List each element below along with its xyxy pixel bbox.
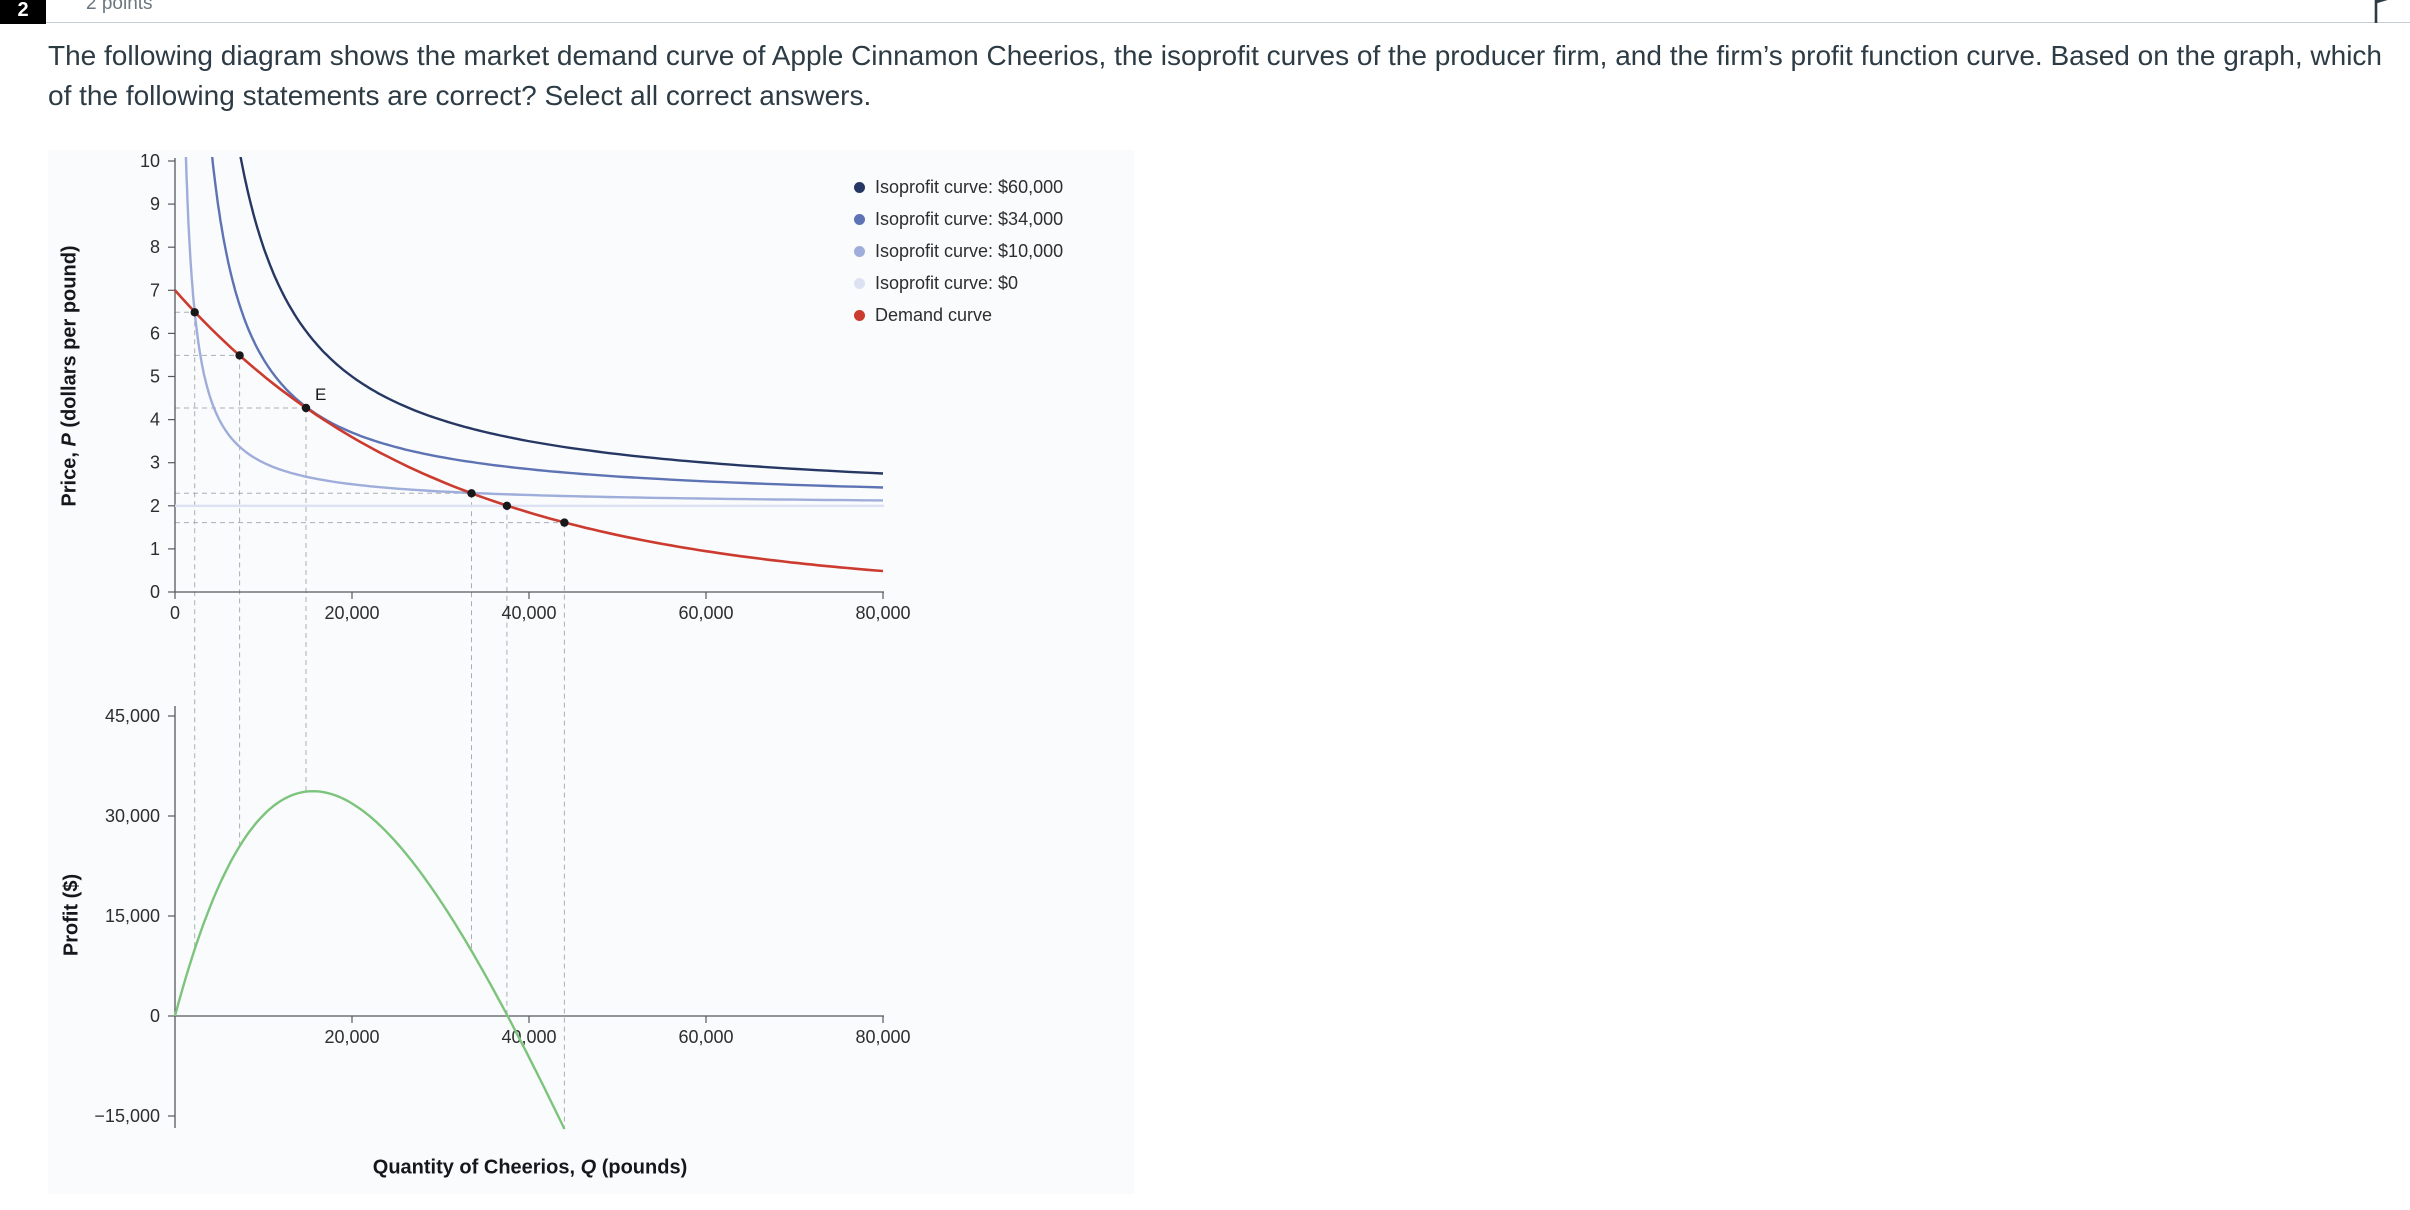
svg-text:0: 0: [150, 582, 160, 602]
axes: [174, 158, 884, 1128]
chart-canvas: 0 1 2 3 4 5 6 7 8 9 10 0 20,000 40,000 60,000 80,000 −15…: [94, 151, 911, 1130]
demand-curve: [174, 289, 884, 573]
legend-label: Demand curve: [875, 304, 993, 325]
svg-text:4: 4: [150, 410, 160, 430]
svg-text:20,000: 20,000: [324, 1027, 379, 1047]
svg-text:60,000: 60,000: [678, 1027, 733, 1047]
svg-text:7: 7: [150, 280, 160, 300]
chart-legend: Isoprofit curve: $60,000 Isoprofit curve…: [854, 176, 1063, 326]
svg-text:5: 5: [150, 367, 160, 387]
svg-text:−15,000: −15,000: [94, 1106, 160, 1126]
legend-dot-isoprofit-34000: [854, 213, 865, 225]
price-axis-title: Price, P (dollars per pound): [58, 245, 81, 507]
svg-text:3: 3: [150, 453, 160, 473]
legend-dot-isoprofit-60000: [854, 181, 865, 193]
legend-label: Isoprofit curve: $10,000: [875, 240, 1064, 261]
legend-item-isoprofit-0: Isoprofit curve: $0: [854, 272, 1063, 294]
isoprofit-curve-34000: [211, 157, 884, 489]
svg-text:0: 0: [150, 1006, 160, 1026]
profit-curve: [173, 789, 566, 1130]
point-label: E: [315, 385, 326, 404]
svg-text:6: 6: [150, 323, 160, 343]
demand-point: [467, 489, 476, 498]
legend-label: Isoprofit curve: $0: [875, 272, 1019, 293]
isoprofit-curve-10000: [184, 157, 884, 502]
tick-marks: [168, 160, 884, 1117]
legend-dot-demand-curve: [854, 309, 865, 321]
svg-text:80,000: 80,000: [855, 603, 910, 623]
tick-labels: 0 1 2 3 4 5 6 7 8 9 10 0 20,000 40,000 60,000 80,000 −15…: [94, 151, 910, 1126]
svg-text:10: 10: [140, 151, 160, 171]
svg-text:30,000: 30,000: [105, 806, 160, 826]
legend-dot-isoprofit-0: [854, 277, 865, 289]
svg-text:45,000: 45,000: [105, 706, 160, 726]
demand-point: [560, 518, 569, 527]
svg-text:1: 1: [150, 539, 160, 559]
demand-point: [235, 351, 244, 360]
legend-item-isoprofit-10000: Isoprofit curve: $10,000: [854, 240, 1063, 262]
price-panel-curves: [174, 157, 884, 573]
legend-label: Isoprofit curve: $60,000: [875, 176, 1064, 197]
guide-lines: [175, 311, 565, 1129]
svg-text:60,000: 60,000: [678, 603, 733, 623]
quantity-axis-title: Quantity of Cheerios, Q (pounds): [372, 1156, 688, 1179]
profit-axis-title: Profit ($): [60, 873, 83, 957]
legend-item-isoprofit-60000: Isoprofit curve: $60,000: [854, 176, 1063, 198]
demand-point: [190, 308, 199, 317]
flag-icon[interactable]: [2370, 0, 2396, 29]
question-number-badge: 2: [0, 0, 46, 24]
isoprofit-curve-60000: [239, 157, 884, 475]
demand-points: E: [190, 308, 569, 527]
svg-text:80,000: 80,000: [855, 1027, 910, 1047]
svg-text:2: 2: [150, 496, 160, 516]
svg-text:8: 8: [150, 237, 160, 257]
economics-figure: 0 1 2 3 4 5 6 7 8 9 10 0 20,000 40,000 60,000 80,000 −15…: [48, 150, 1134, 1194]
demand-point: [301, 403, 311, 413]
legend-label: Isoprofit curve: $34,000: [875, 208, 1064, 229]
legend-dot-isoprofit-10000: [854, 245, 865, 257]
question-text: The following diagram shows the market d…: [48, 40, 2383, 111]
svg-text:0: 0: [170, 603, 180, 623]
svg-text:20,000: 20,000: [324, 603, 379, 623]
points-label: 2 points: [86, 0, 153, 14]
demand-point: [502, 501, 512, 510]
svg-text:40,000: 40,000: [501, 1027, 556, 1047]
svg-text:9: 9: [150, 194, 160, 214]
legend-item-demand-curve: Demand curve: [854, 304, 1063, 326]
svg-text:15,000: 15,000: [105, 906, 160, 926]
header-divider: [0, 22, 2410, 23]
legend-item-isoprofit-34000: Isoprofit curve: $34,000: [854, 208, 1063, 230]
svg-text:40,000: 40,000: [501, 603, 556, 623]
